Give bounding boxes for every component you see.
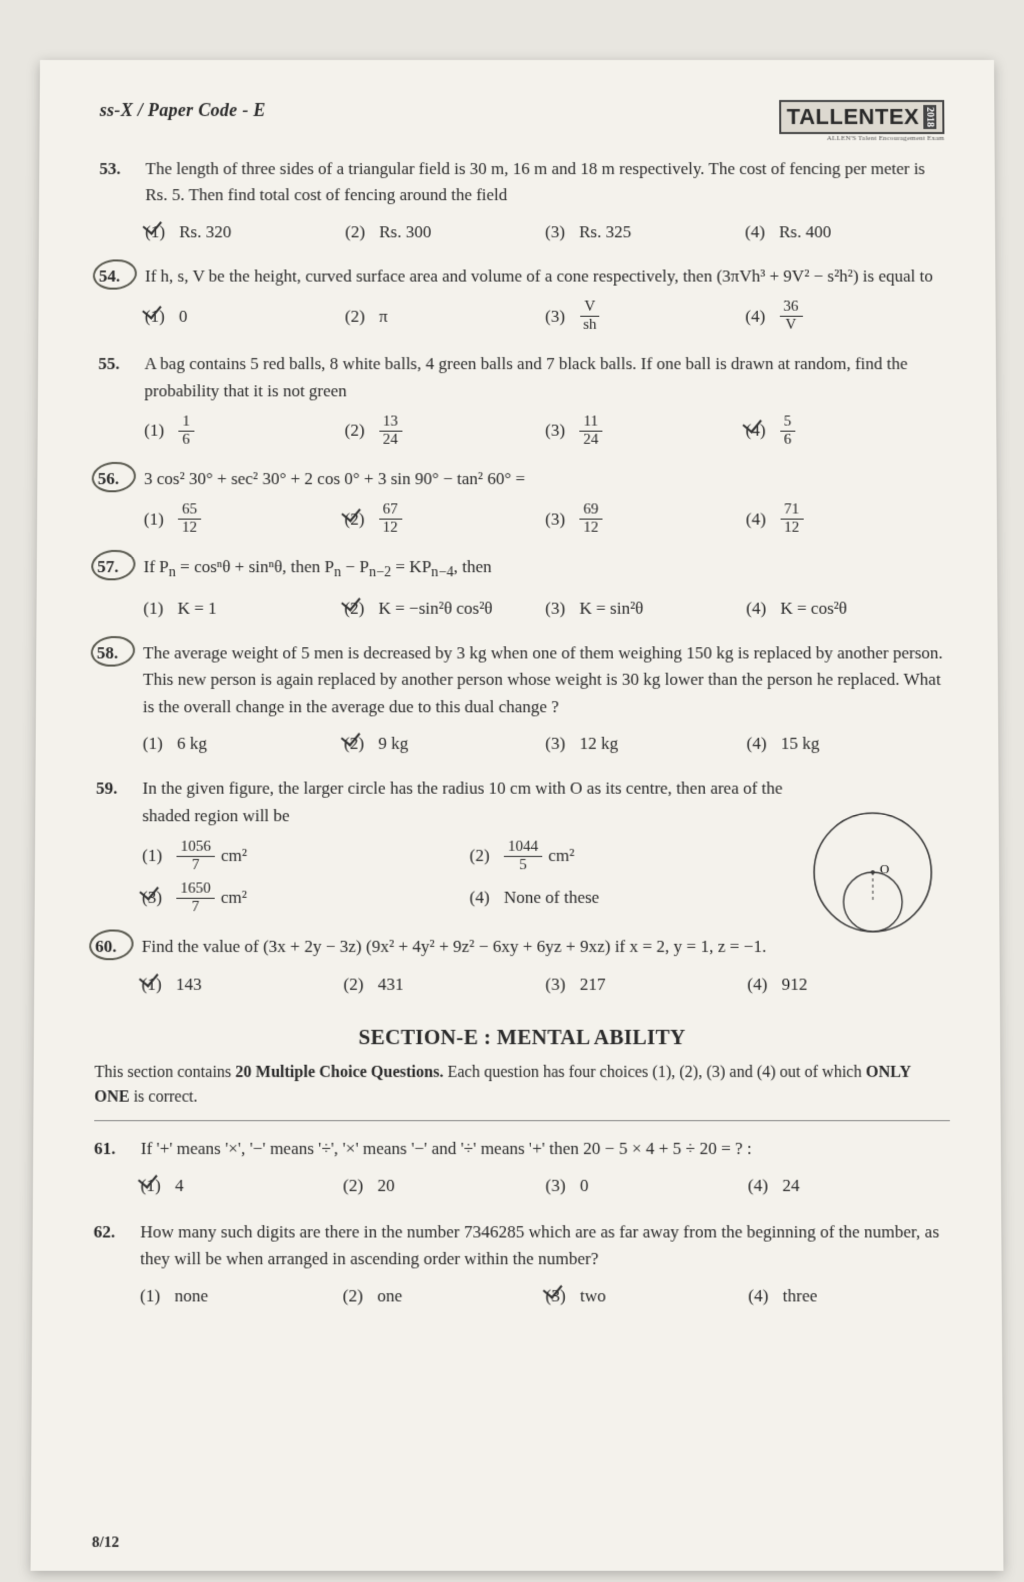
option-3: (3)two xyxy=(545,1279,748,1314)
question-number: 53. xyxy=(99,156,146,249)
option-3: (3)0 xyxy=(545,1169,748,1204)
page-header: ss-X / Paper Code - E TALLENTEX 2018 ALL… xyxy=(100,100,945,142)
option-1: (1)10567 cm² xyxy=(142,836,469,878)
option-1: (1)K = 1 xyxy=(143,591,344,626)
option-1: (1)none xyxy=(140,1279,343,1314)
question-text: How many such digits are there in the nu… xyxy=(140,1218,951,1272)
option-3: (3)Vsh xyxy=(545,296,745,337)
option-2: (2)Rs. 300 xyxy=(345,215,545,249)
question-number: 56. xyxy=(97,466,144,540)
question-number: 60. xyxy=(95,934,142,1002)
section-e-title: SECTION-E : MENTAL ABILITY xyxy=(95,1025,950,1051)
question-61: 61. If '+' means '×', '−' means '÷', '×'… xyxy=(94,1135,951,1204)
option-3: (3)K = sin²θ xyxy=(545,591,746,626)
option-1: (1)4 xyxy=(140,1169,343,1204)
option-4: (4)K = cos²θ xyxy=(746,591,947,626)
option-2: (2)431 xyxy=(343,967,545,1002)
option-4: (4)None of these xyxy=(469,878,797,920)
option-3: (3)Rs. 325 xyxy=(545,215,745,249)
question-number: 61. xyxy=(94,1135,141,1204)
question-text: The average weight of 5 men is decreased… xyxy=(143,640,948,720)
question-60: 60. Find the value of (3x + 2y − 3z) (9x… xyxy=(95,934,949,1002)
question-text: If '+' means '×', '−' means '÷', '×' mea… xyxy=(141,1135,951,1162)
question-number: 62. xyxy=(93,1218,140,1314)
question-text: A bag contains 5 red balls, 8 white ball… xyxy=(144,351,946,404)
option-1: (1)143 xyxy=(141,967,343,1002)
option-2: (2)1324 xyxy=(345,411,546,452)
question-text: If h, s, V be the height, curved surface… xyxy=(145,264,945,290)
question-text: In the given figure, the larger circle h… xyxy=(142,776,797,830)
question-53: 53. The length of three sides of a trian… xyxy=(99,156,945,249)
question-text: 3 cos² 30° + sec² 30° + 2 cos 0° + 3 sin… xyxy=(144,466,947,493)
option-2: (2)20 xyxy=(343,1169,545,1204)
option-2: (2)π xyxy=(345,296,545,337)
option-3: (3)16507 cm² xyxy=(142,878,470,920)
option-2: (2)9 kg xyxy=(344,727,545,762)
option-2: (2)K = −sin²θ cos²θ xyxy=(344,591,545,626)
option-3: (3)1124 xyxy=(545,411,746,452)
option-1: (1)Rs. 320 xyxy=(145,215,345,249)
option-4: (4)15 kg xyxy=(746,727,947,762)
section-e-note: This section contains 20 Multiple Choice… xyxy=(94,1060,950,1121)
option-3: (3)217 xyxy=(545,967,747,1002)
question-62: 62. How many such digits are there in th… xyxy=(93,1218,951,1314)
question-59: 59. In the given figure, the larger circ… xyxy=(95,776,948,920)
svg-text:O: O xyxy=(880,862,890,877)
question-56: 56. 3 cos² 30° + sec² 30° + 2 cos 0° + 3… xyxy=(97,466,946,540)
option-4: (4)56 xyxy=(746,411,947,452)
option-4: (4)Rs. 400 xyxy=(745,215,945,249)
option-4: (4)36V xyxy=(745,296,945,337)
question-number: 58. xyxy=(96,640,143,761)
option-3: (3)12 kg xyxy=(545,727,746,762)
option-2: (2)6712 xyxy=(344,499,545,540)
option-3: (3)6912 xyxy=(545,499,746,540)
question-57: 57. If Pn = cosⁿθ + sinⁿθ, then Pn − Pn−… xyxy=(97,554,947,626)
question-number: 55. xyxy=(98,351,145,452)
option-4: (4)three xyxy=(748,1279,951,1314)
brand-name: TALLENTEX xyxy=(787,104,920,130)
option-4: (4)7112 xyxy=(746,499,947,540)
question-58: 58. The average weight of 5 men is decre… xyxy=(96,640,948,761)
option-2: (2)10445 cm² xyxy=(469,836,796,878)
circle-figure-icon: O xyxy=(807,806,939,939)
option-4: (4)24 xyxy=(748,1169,951,1204)
paper-code: ss-X / Paper Code - E xyxy=(100,100,266,121)
question-text: If Pn = cosⁿθ + sinⁿθ, then Pn − Pn−2 = … xyxy=(143,554,946,585)
exam-page: ss-X / Paper Code - E TALLENTEX 2018 ALL… xyxy=(31,60,1004,1571)
option-1: (1)0 xyxy=(145,296,345,337)
question-54: 54. If h, s, V be the height, curved sur… xyxy=(98,264,945,338)
question-number: 54. xyxy=(98,264,145,338)
option-2: (2)one xyxy=(343,1279,546,1314)
page-footer: 8/12 xyxy=(92,1534,119,1552)
brand-year: 2018 xyxy=(923,105,936,129)
question-55: 55. A bag contains 5 red balls, 8 white … xyxy=(98,351,946,452)
option-1: (1)6 kg xyxy=(143,727,344,762)
option-1: (1)16 xyxy=(144,411,345,452)
option-1: (1)6512 xyxy=(144,499,345,540)
brand-logo: TALLENTEX 2018 ALLEN'S Talent Encouragem… xyxy=(779,100,945,142)
question-text: The length of three sides of a triangula… xyxy=(145,156,945,209)
option-4: (4)912 xyxy=(747,967,949,1002)
brand-subtitle: ALLEN'S Talent Encouragement Exam xyxy=(779,134,945,142)
question-number: 57. xyxy=(97,554,144,626)
question-number: 59. xyxy=(95,776,142,920)
